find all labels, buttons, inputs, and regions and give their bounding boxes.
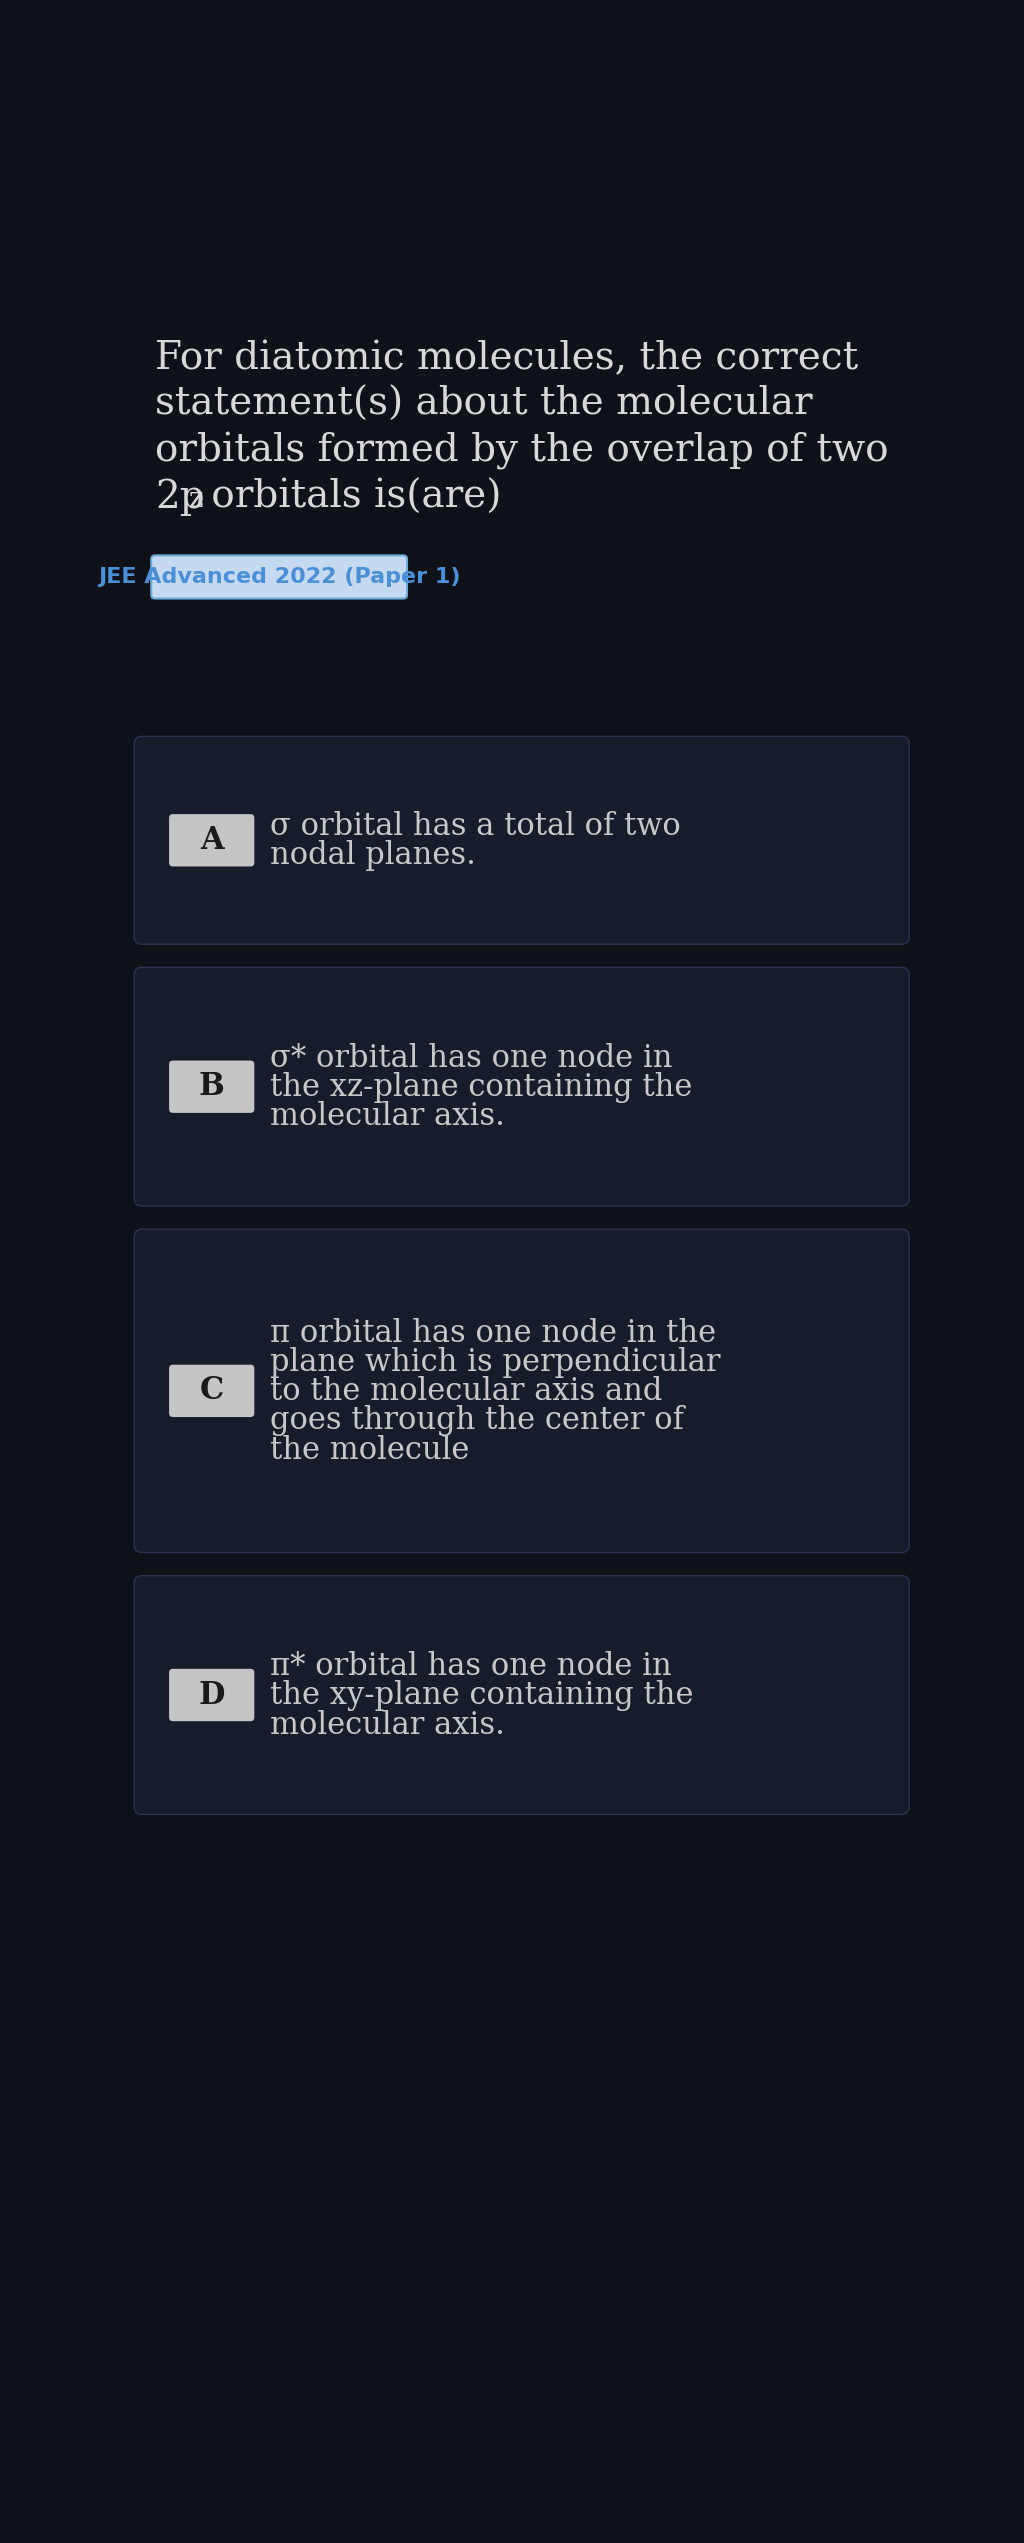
Text: A: A [200, 824, 223, 857]
FancyBboxPatch shape [169, 1366, 254, 1416]
FancyBboxPatch shape [152, 554, 407, 598]
FancyBboxPatch shape [134, 1577, 909, 1813]
Text: the xy-plane containing the: the xy-plane containing the [270, 1681, 693, 1711]
Text: For diatomic molecules, the correct: For diatomic molecules, the correct [155, 341, 858, 376]
FancyBboxPatch shape [134, 737, 909, 943]
Text: orbitals formed by the overlap of two: orbitals formed by the overlap of two [155, 432, 889, 470]
Text: to the molecular axis and: to the molecular axis and [270, 1376, 663, 1406]
Text: the xz-plane containing the: the xz-plane containing the [270, 1073, 692, 1104]
Text: molecular axis.: molecular axis. [270, 1709, 505, 1739]
Text: statement(s) about the molecular: statement(s) about the molecular [155, 387, 813, 422]
Text: σ* orbital has one node in: σ* orbital has one node in [270, 1043, 673, 1073]
Text: goes through the center of: goes through the center of [270, 1406, 684, 1437]
FancyBboxPatch shape [134, 966, 909, 1205]
Text: the molecule: the molecule [270, 1434, 469, 1465]
Text: molecular axis.: molecular axis. [270, 1101, 505, 1132]
Text: 2p: 2p [155, 478, 205, 516]
Text: plane which is perpendicular: plane which is perpendicular [270, 1348, 720, 1378]
Text: B: B [199, 1071, 224, 1101]
FancyBboxPatch shape [169, 1060, 254, 1114]
FancyBboxPatch shape [169, 1668, 254, 1722]
Text: σ orbital has a total of two: σ orbital has a total of two [270, 811, 681, 842]
Text: π orbital has one node in the: π orbital has one node in the [270, 1317, 716, 1348]
Text: JEE Advanced 2022 (Paper 1): JEE Advanced 2022 (Paper 1) [98, 567, 461, 587]
FancyBboxPatch shape [169, 814, 254, 867]
Text: z: z [188, 486, 203, 514]
Text: π* orbital has one node in: π* orbital has one node in [270, 1650, 672, 1681]
Text: orbitals is(are): orbitals is(are) [200, 478, 502, 516]
Text: C: C [200, 1376, 224, 1406]
Text: D: D [199, 1678, 225, 1711]
Text: nodal planes.: nodal planes. [270, 839, 476, 872]
FancyBboxPatch shape [134, 1228, 909, 1554]
